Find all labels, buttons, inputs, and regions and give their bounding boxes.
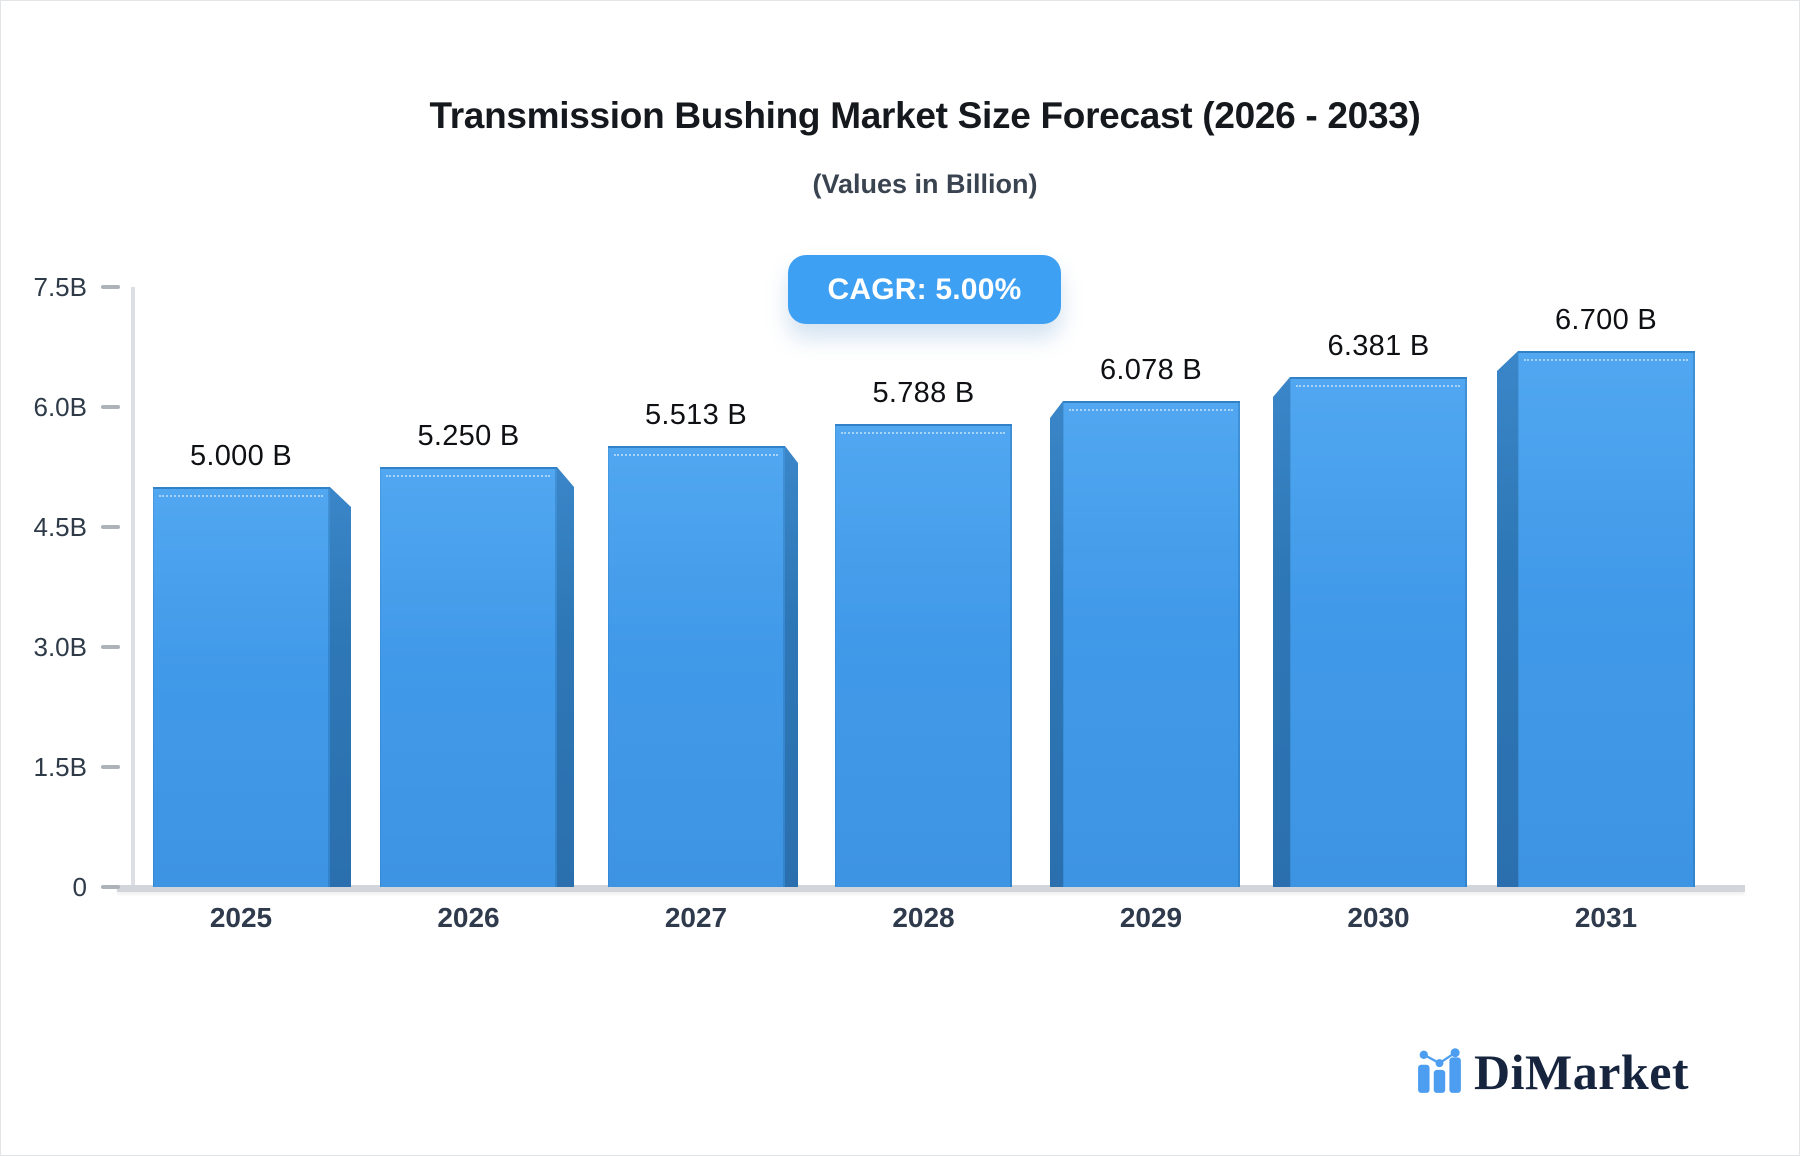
y-tick-mark — [101, 885, 120, 889]
y-tick-mark — [101, 525, 120, 529]
bar-2030[interactable] — [1273, 377, 1467, 887]
bar-value-label: 5.788 B — [872, 377, 975, 409]
bar-2031[interactable] — [1497, 351, 1695, 887]
x-tick-label-2025: 2025 — [209, 902, 273, 933]
y-tick-label: 4.5B — [33, 512, 88, 542]
bar-value-label: 5.000 B — [189, 440, 293, 472]
x-tick-label-2028: 2028 — [892, 902, 955, 933]
y-tick-0: 0 — [1, 872, 1799, 902]
bar-chart-logo-icon — [1418, 1048, 1461, 1093]
bar-2026[interactable] — [380, 467, 574, 887]
bar-value-label: 5.513 B — [644, 399, 748, 431]
bar-2027[interactable] — [608, 446, 798, 887]
y-tick-label: 6.0B — [33, 392, 88, 422]
bar-face — [608, 446, 785, 887]
y-tick-7.5B: 7.5B — [1, 272, 1799, 302]
bar-2029[interactable] — [1050, 401, 1240, 887]
y-tick-label: 1.5B — [33, 752, 88, 782]
bar-face — [1290, 377, 1467, 887]
bar-face — [153, 487, 330, 887]
bar-value-label: 6.381 B — [1327, 330, 1430, 362]
x-tick-label-2031: 2031 — [1574, 902, 1638, 933]
x-tick-label-2029: 2029 — [1119, 902, 1183, 933]
y-tick-1.5B: 1.5B — [1, 752, 1799, 782]
bar-value-label: 6.078 B — [1099, 354, 1203, 386]
bar-side-shade — [330, 487, 351, 887]
bar-value-label: 6.700 B — [1554, 304, 1658, 336]
cagr-badge-label: CAGR: 5.00% — [827, 272, 1022, 306]
bar-2028[interactable] — [835, 424, 1012, 887]
y-tick-mark — [101, 285, 120, 289]
dimarket-logo-text: DiMarket — [1474, 1044, 1690, 1100]
y-tick-mark — [101, 405, 120, 409]
cagr-badge: CAGR: 5.00% — [788, 255, 1061, 324]
bar-side-shade — [1497, 351, 1518, 887]
bar-face — [1063, 401, 1240, 887]
bar-side-shade — [1050, 401, 1063, 887]
x-tick-label-2027: 2027 — [664, 902, 728, 933]
bar-face — [835, 424, 1012, 887]
x-tick-label-2030: 2030 — [1347, 902, 1410, 933]
y-axis-line — [131, 287, 135, 887]
y-tick-4.5B: 4.5B — [1, 512, 1799, 542]
bar-side-shade — [1273, 377, 1290, 887]
bar-2025[interactable] — [153, 487, 351, 887]
dimarket-logo[interactable]: DiMarket — [1417, 1043, 1690, 1100]
bar-face — [380, 467, 557, 887]
x-tick-label-2026: 2026 — [437, 902, 500, 933]
bar-value-label: 5.250 B — [417, 420, 520, 452]
bar-side-shade — [785, 446, 798, 887]
y-tick-6.0B: 6.0B — [1, 392, 1799, 422]
y-tick-3.0B: 3.0B — [1, 632, 1799, 662]
y-tick-label: 3.0B — [33, 632, 88, 662]
y-tick-mark — [101, 765, 120, 769]
y-tick-mark — [101, 645, 120, 649]
y-tick-label: 0 — [72, 872, 87, 902]
chart-title: Transmission Bushing Market Size Forecas… — [429, 95, 1421, 136]
bar-face — [1518, 351, 1695, 887]
chart-subtitle: (Values in Billion) — [812, 169, 1038, 199]
bar-side-shade — [557, 467, 574, 887]
x-axis-baseline — [117, 885, 1745, 892]
y-tick-label: 7.5B — [33, 272, 88, 302]
